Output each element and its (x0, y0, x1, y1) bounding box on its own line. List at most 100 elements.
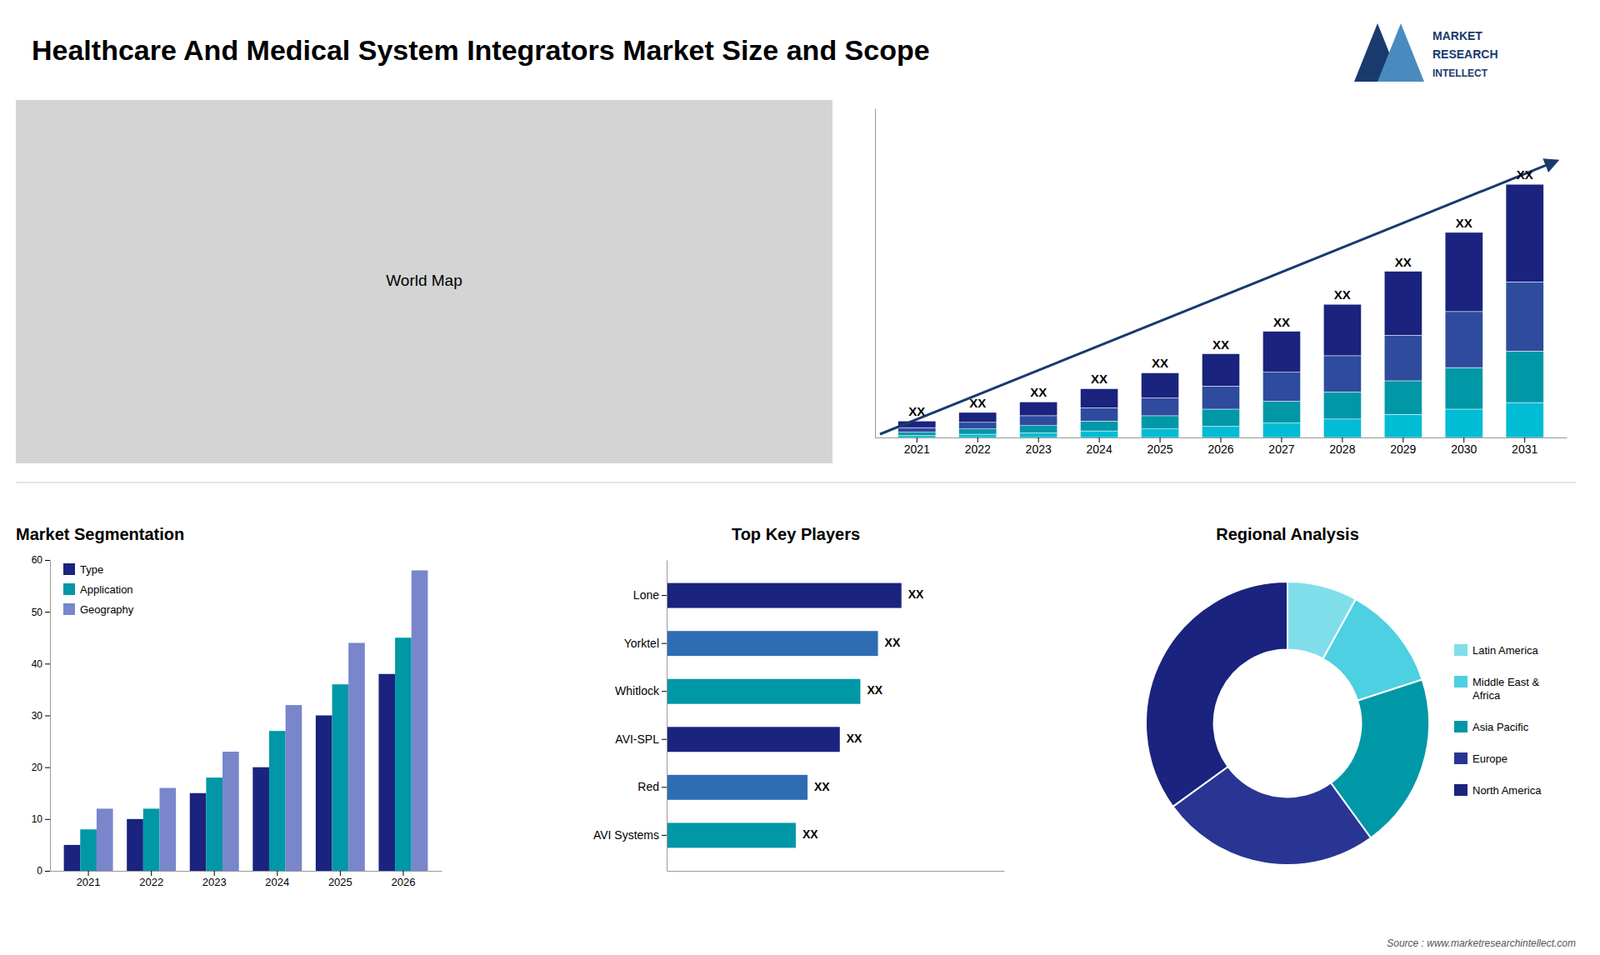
bar-segment (959, 434, 997, 438)
tick-label: 2026 (390, 875, 415, 889)
bar-segment (1323, 391, 1361, 419)
tick: 2022 (139, 870, 164, 889)
legend-swatch (1454, 720, 1468, 733)
tick: 30 (31, 710, 50, 722)
tick-label: 2021 (76, 875, 101, 889)
bar-label: XX (1334, 287, 1351, 302)
tick: 0 (36, 865, 50, 877)
bar-segment (1020, 432, 1058, 438)
bar (395, 637, 412, 871)
bar (666, 822, 796, 848)
horizontal-bar-chart: Top Key PlayersXXXXXXXXXXXXLoneYorktelWh… (593, 525, 1005, 872)
tick-mark (340, 870, 341, 876)
tick: 2024 (265, 870, 290, 889)
tick-label: 2026 (1207, 442, 1234, 456)
tick: 60 (31, 554, 50, 566)
tick: 2021 (904, 437, 930, 456)
bar-segment (1140, 415, 1179, 430)
bar-segment (1080, 430, 1119, 438)
slice (1145, 581, 1288, 807)
bar-label: XX (802, 827, 819, 841)
bar (666, 630, 879, 656)
donut-chart: Regional AnalysisLatin AmericaMiddle Eas… (1145, 525, 1542, 865)
tick: 2025 (1146, 437, 1173, 456)
bar-label: XX (1151, 355, 1169, 370)
legend-swatch (63, 583, 75, 595)
tick-label: 2023 (202, 875, 227, 889)
tick-label: AVI-SPL (615, 732, 660, 746)
bar-segment (959, 412, 997, 423)
x-axis: 2021202220232024202520262027202820292030… (875, 437, 1568, 456)
legend-item: Type (63, 563, 104, 576)
bar-segment (1323, 419, 1361, 438)
tick-mark (150, 870, 152, 876)
bar-segment (1080, 388, 1119, 408)
bar-segment (1262, 331, 1300, 373)
tick-mark (45, 715, 50, 717)
tick: Whitlock (615, 684, 667, 698)
tick-label: 2031 (1511, 442, 1538, 456)
legend-swatch (63, 603, 75, 615)
tick: 2025 (328, 870, 353, 889)
bar (126, 819, 144, 871)
tick-label: 2030 (1450, 442, 1477, 456)
x-axis: 2021 2022 2023 2024 2025 2026 (50, 870, 443, 889)
bar-label: XX (908, 404, 925, 419)
tick-label: 20 (31, 761, 44, 774)
bar-segment (1080, 407, 1119, 421)
bar-label: XX (1516, 167, 1534, 182)
tick-mark (214, 870, 215, 876)
bar-label: XX (1030, 385, 1047, 400)
bar-segment (1505, 184, 1544, 282)
bars (64, 570, 429, 871)
bar-segment (898, 432, 936, 436)
axis-line (666, 560, 668, 872)
dashboard: Healthcare And Medical System Integrator… (0, 0, 1600, 955)
logo: MARKETRESEARCHINTELLECT (1354, 23, 1499, 82)
bars (898, 184, 1545, 438)
tick: 2031 (1511, 437, 1538, 456)
bar-segment (1505, 281, 1544, 351)
legend-item: Middle East &Africa (1454, 675, 1540, 702)
bar-segment (959, 422, 997, 430)
tick-label: 2024 (1086, 442, 1113, 456)
bars (666, 583, 902, 849)
tick: Yorktel (624, 636, 667, 650)
legend-label: North America (1472, 784, 1542, 797)
tick-mark (88, 870, 90, 876)
tick-label: AVI Systems (593, 828, 660, 842)
chart-title: Top Key Players (731, 525, 860, 544)
bar (666, 583, 902, 609)
legend: Latin AmericaMiddle East &AfricaAsia Pac… (1454, 644, 1542, 797)
tick: 2023 (1025, 437, 1052, 456)
axis-line (875, 109, 876, 439)
bar (378, 674, 395, 871)
separator (15, 482, 1576, 484)
bar-segment (1020, 401, 1058, 416)
bar-labels: XXXXXXXXXXXXXXXXXXXXXX (908, 167, 1533, 419)
tick: 2026 (390, 870, 415, 889)
bar-segment (1140, 429, 1179, 438)
tick: 10 (31, 813, 50, 825)
tick-label: Whitlock (615, 684, 660, 698)
bar-label: XX (846, 731, 863, 745)
tick-mark (661, 595, 667, 596)
bar (332, 684, 350, 871)
bar-labels: XXXXXXXXXXXX (802, 587, 925, 841)
y-axis: 0102030405060 (31, 554, 51, 877)
bar (666, 726, 840, 752)
tick-label: 2025 (328, 875, 353, 889)
bar-segment (1445, 409, 1483, 438)
tick: 2022 (965, 437, 991, 456)
bar-segment (1262, 372, 1300, 402)
source-text: Source : www.marketresearchintellect.com (1386, 937, 1576, 950)
axis-line (667, 870, 1005, 872)
logo-shape (1377, 23, 1425, 82)
bar (80, 829, 97, 871)
bar (159, 788, 176, 871)
tick-label: Yorktel (624, 636, 660, 650)
logo-text: INTELLECT (1432, 67, 1489, 80)
chart-title: Market Segmentation (15, 525, 185, 544)
bar (64, 845, 81, 871)
map-panel: World Map (15, 100, 833, 464)
